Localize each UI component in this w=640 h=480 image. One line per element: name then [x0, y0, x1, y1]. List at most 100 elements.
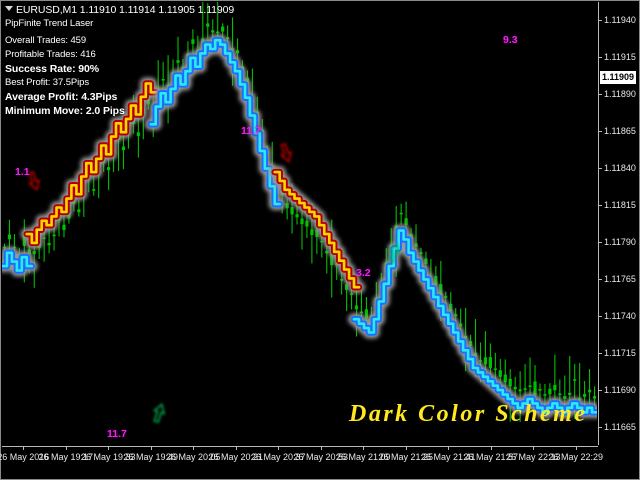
arrow-glyph [387, 243, 401, 264]
candle-body [77, 209, 81, 213]
candle-body [290, 207, 294, 215]
candle-body [221, 26, 225, 32]
candle-body [444, 296, 448, 298]
candle-body [107, 167, 111, 171]
candle-body [7, 234, 12, 240]
trend-laser-group [2, 34, 597, 419]
candle-body [568, 392, 572, 395]
candle-body [211, 30, 215, 33]
candle-body [548, 388, 552, 395]
price-tick-label: 1.11865 [604, 125, 636, 136]
time-tick-label-4: 26 May 20:05 [165, 452, 221, 462]
price-tick-11: 1.11665 [598, 421, 636, 433]
time-tick-10 [448, 446, 450, 450]
laser-core-4-up [352, 229, 597, 414]
indicator-name: PipFinite Trend Laser [5, 18, 94, 29]
signal-label-sell-2: 11.7 [241, 125, 261, 137]
price-tick-label: 1.11940 [604, 14, 636, 25]
price-tick-label: 1.11715 [604, 348, 636, 359]
candle-body [493, 368, 497, 371]
candle-body [22, 235, 26, 246]
price-tick-1: 1.11915 [598, 51, 636, 63]
candle-body [478, 360, 483, 362]
candle-body [216, 31, 220, 34]
candle-body [315, 229, 319, 237]
candle-body [563, 396, 567, 399]
candle-body [503, 374, 507, 383]
candle-body [573, 379, 577, 381]
candle-body [533, 381, 537, 396]
time-tick-2 [108, 446, 110, 450]
price-tick-2: 1.11890 [598, 88, 636, 100]
candle-body [330, 254, 334, 266]
candle-body [449, 303, 453, 312]
price-tick-label: 1.11890 [604, 88, 636, 99]
arrow-glyph [27, 170, 41, 191]
candle-body [583, 393, 587, 397]
candle-body [206, 23, 210, 27]
time-tick-label-12: 26 May 22:13 [505, 452, 561, 462]
candle-body [434, 276, 438, 285]
time-tick-label-5: 26 May 20:21 [208, 452, 264, 462]
laser-core-3-down [273, 170, 361, 289]
candle-body [176, 60, 180, 63]
candle-body [513, 386, 517, 390]
time-tick-12 [533, 446, 535, 450]
price-tick-5: 1.11815 [598, 199, 636, 211]
candle-body [305, 220, 309, 227]
time-tick-1 [65, 446, 67, 450]
candle-body [340, 279, 344, 281]
candle-body [399, 212, 403, 215]
price-axis[interactable]: 1.11940 1.11915 1.11890 1.11865 1.11840 1.118… [598, 2, 640, 445]
signal-label-buy-3: 3.2 [356, 267, 371, 279]
candle-body [121, 146, 126, 151]
candle-body [310, 229, 314, 236]
candle-body [518, 389, 522, 392]
time-tick-9 [405, 446, 407, 450]
price-tick-7: 1.11765 [598, 273, 636, 285]
candle-body [424, 258, 428, 264]
time-tick-label-9: 26 May 21:25 [378, 452, 434, 462]
price-tick-8: 1.11740 [598, 310, 636, 322]
time-tick-4 [193, 446, 195, 450]
stats-list: Overall Trades: 459 Profitable Trades: 41… [5, 34, 331, 118]
time-axis[interactable]: 26 May 2016 26 May 19:17 26 May 19:33 26 Ma… [0, 446, 639, 480]
price-tick-3: 1.11865 [598, 125, 636, 137]
candle-body [295, 214, 299, 218]
candle-body [161, 78, 165, 81]
arrow-glyph [279, 142, 293, 163]
time-tick-label-7: 26 May 20:53 [293, 452, 349, 462]
laser-core-2-up [149, 38, 281, 206]
current-price-label: 1.11909 [600, 71, 637, 84]
signal-arrow-group [27, 142, 401, 424]
candle-body [543, 394, 547, 396]
symbol-line[interactable]: EURUSD,M1 1.11910 1.11914 1.11905 1.1190… [5, 4, 331, 17]
buy-arrow-icon [387, 243, 401, 264]
chevron-down-icon[interactable] [5, 6, 13, 11]
price-plot [2, 2, 597, 445]
laser-core-1-down [25, 82, 157, 245]
candle-body [345, 284, 349, 290]
symbol-quote-text: EURUSD,M1 1.11910 1.11914 1.11905 1.1190… [16, 4, 235, 16]
price-tick-0: 1.11940 [598, 14, 636, 26]
laser-core-0-up [2, 251, 34, 272]
time-tick-label-3: 26 May 19:49 [123, 452, 179, 462]
time-tick-label-8: 26 May 21:09 [335, 452, 391, 462]
candle-body [419, 252, 423, 255]
time-tick-label-11: 26 May 21:57 [463, 452, 519, 462]
candle-body [483, 357, 488, 365]
time-axis-line [2, 446, 598, 447]
time-tick-6 [278, 446, 280, 450]
candle-body [226, 37, 230, 40]
price-tick-label: 1.11915 [604, 51, 636, 62]
candle-body [300, 218, 304, 225]
candle-body [439, 284, 443, 296]
candle-body [349, 293, 354, 295]
signal-label-buy-4: 9.3 [503, 34, 518, 46]
candle-body [558, 393, 562, 396]
price-tick-label: 1.11840 [604, 162, 636, 173]
price-tick-10: 1.11690 [598, 384, 636, 396]
candle-body [62, 224, 66, 231]
price-tick-label: 1.11690 [604, 385, 636, 396]
